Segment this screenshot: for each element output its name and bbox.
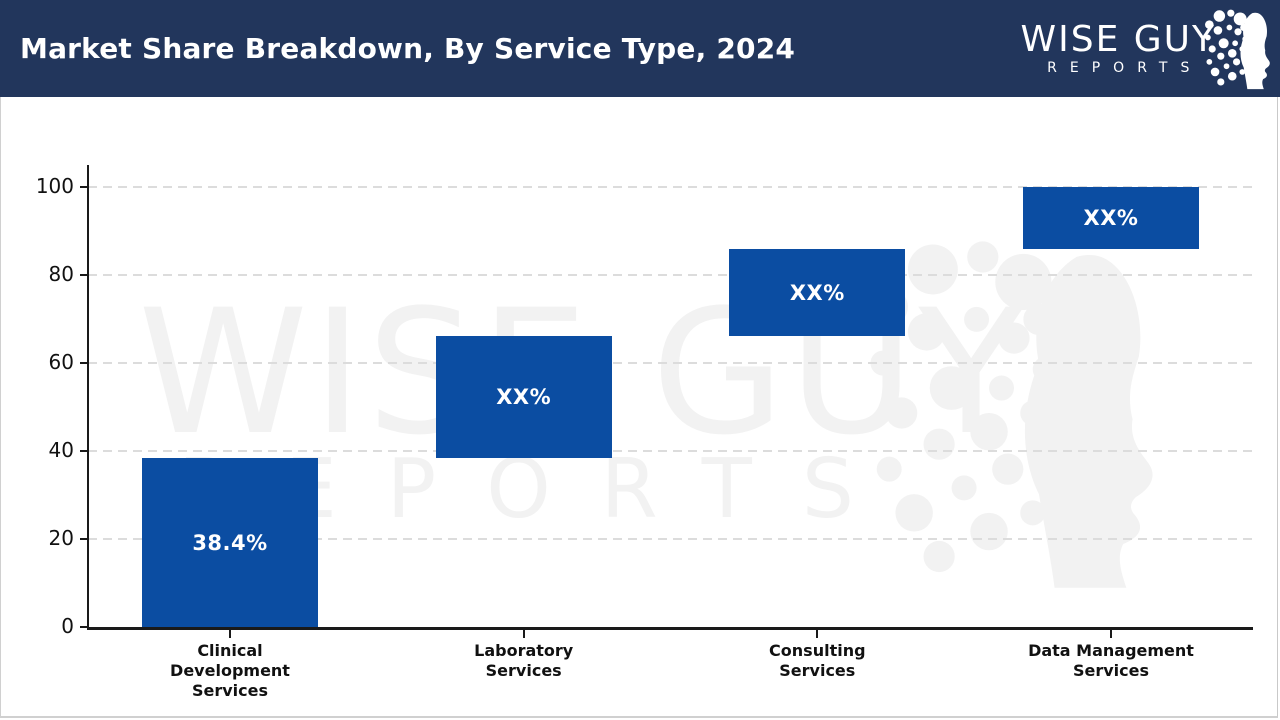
- y-tick-mark: [80, 626, 88, 628]
- x-category-label-line: Development: [170, 661, 290, 680]
- x-category-label-line: Services: [1072, 661, 1150, 680]
- x-tick-mark: [1110, 630, 1112, 638]
- x-axis-line: [87, 627, 1253, 630]
- y-tick-label: 80: [48, 262, 74, 286]
- gridline: [88, 362, 1253, 364]
- x-category-label-line: Laboratory: [474, 641, 574, 660]
- y-axis-line: [87, 165, 89, 627]
- x-category-label-line: Services: [485, 661, 562, 680]
- bar-value-label: XX%: [496, 385, 552, 410]
- chart-title: Market Share Breakdown, By Service Type,…: [20, 32, 796, 65]
- x-category-label-line: Services: [779, 661, 856, 680]
- brand-subname: REPORTS: [1047, 59, 1203, 76]
- x-tick-mark: [522, 630, 525, 638]
- bar-consulting-services: XX%: [729, 249, 906, 337]
- bar-value-label: XX%: [1083, 206, 1139, 231]
- y-tick-mark: [80, 538, 88, 540]
- gridline: [88, 274, 1253, 276]
- bar-value-label: 38.4%: [192, 530, 268, 555]
- x-category-label: Consulting Services: [687, 641, 947, 681]
- brand-logo: WISE GUY REPORTS: [1021, 6, 1275, 92]
- y-tick-mark: [80, 186, 88, 188]
- x-category-label-line: Clinical: [197, 641, 263, 660]
- bar-laboratory-services: XX%: [435, 336, 612, 459]
- y-tick-mark: [80, 450, 88, 452]
- gridline: [88, 186, 1253, 188]
- bar-clinical-development-services: 38.4%: [142, 458, 318, 627]
- x-tick-mark: [229, 630, 231, 638]
- header-bar: Market Share Breakdown, By Service Type,…: [0, 0, 1280, 97]
- y-tick-label: 100: [35, 174, 74, 198]
- y-tick-label: 20: [48, 526, 74, 550]
- brand-face-icon: [1205, 9, 1270, 89]
- y-tick-label: 40: [48, 438, 74, 462]
- x-tick-mark: [816, 630, 819, 638]
- x-category-label: Data Management Services: [981, 641, 1241, 681]
- y-tick-label: 0: [61, 614, 74, 638]
- bar-data-management-services: XX%: [1023, 187, 1199, 250]
- x-category-label-line: Services: [191, 681, 269, 700]
- y-tick-label: 60: [48, 350, 74, 374]
- gridline: [88, 538, 1253, 540]
- x-category-label-line: Consulting: [769, 641, 866, 660]
- brand-logo-text: WISE GUY REPORTS: [1020, 18, 1217, 77]
- brand-name: WISE GUY: [1020, 18, 1216, 60]
- y-tick-mark: [80, 274, 88, 276]
- y-tick-mark: [80, 362, 88, 364]
- x-category-label: Clinical Development Services: [100, 641, 360, 701]
- x-category-label: Laboratory Services: [394, 641, 654, 681]
- x-category-label-line: Data Management: [1028, 641, 1194, 660]
- bar-value-label: XX%: [789, 280, 845, 305]
- gridline: [88, 450, 1253, 452]
